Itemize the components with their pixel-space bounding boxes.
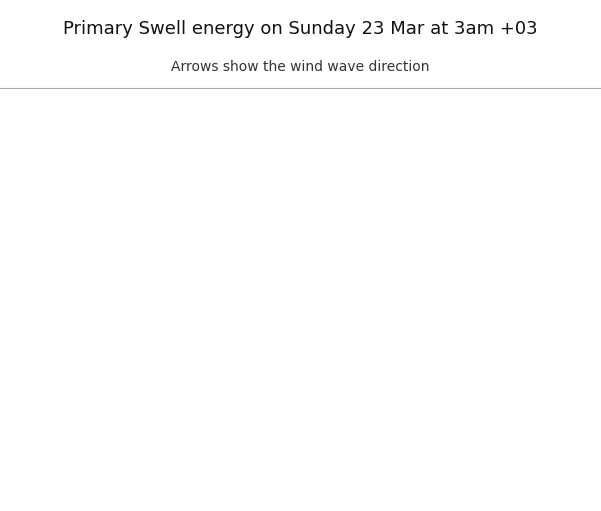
- Text: Primary Swell energy on Sunday 23 Mar at 3am +03: Primary Swell energy on Sunday 23 Mar at…: [63, 19, 538, 38]
- Text: Arrows show the wind wave direction: Arrows show the wind wave direction: [171, 60, 430, 74]
